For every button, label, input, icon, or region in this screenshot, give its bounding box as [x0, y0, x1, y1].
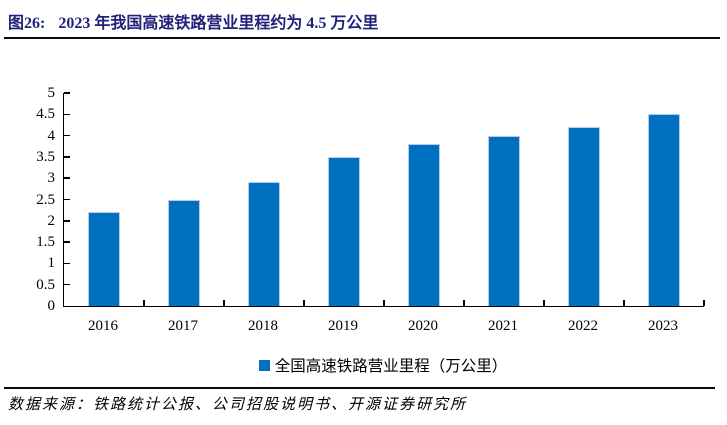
y-axis-label: 3.5: [36, 148, 55, 165]
y-tick: [64, 156, 70, 158]
y-tick: [64, 283, 70, 286]
y-axis-label: 1: [47, 255, 56, 272]
title-divider: [4, 37, 720, 39]
x-axis-label-2022: 2022: [568, 318, 598, 334]
bar-2021: [488, 135, 520, 306]
y-axis-label: 0: [47, 298, 56, 314]
bar-2023: [648, 114, 680, 306]
y-tick: [64, 262, 70, 265]
y-tick: [64, 198, 70, 201]
bar-2018: [248, 182, 280, 306]
x-axis-label-2020: 2020: [408, 318, 438, 334]
x-tick: [143, 300, 145, 306]
y-axis-label: 5: [47, 85, 56, 101]
bar-2016: [88, 212, 120, 306]
x-tick: [703, 300, 705, 306]
y-tick: [64, 177, 70, 179]
data-source-note: 数据来源：铁路统计公报、公司招股说明书、开源证券研究所: [8, 397, 468, 413]
source-divider: [4, 387, 715, 389]
x-tick: [623, 300, 625, 306]
x-tick: [383, 300, 385, 306]
y-axis-label: 2.5: [36, 191, 55, 208]
y-tick: [64, 220, 70, 222]
y-tick: [64, 113, 70, 116]
x-tick: [303, 300, 305, 306]
y-axis-label: 4: [47, 127, 56, 144]
x-axis-label-2019: 2019: [328, 318, 358, 334]
y-tick: [64, 92, 70, 94]
y-tick: [64, 134, 70, 137]
x-axis-label-2016: 2016: [88, 318, 118, 334]
bar-2022: [568, 127, 600, 306]
legend-swatch: [258, 359, 270, 371]
bar-2020: [408, 144, 440, 306]
figure-title: 2023 年我国高速铁路营业里程约为 4.5 万公里: [58, 15, 379, 32]
figure-number-label: 图26:: [8, 15, 46, 32]
legend-label: 全国高速铁路营业里程（万公里）: [274, 358, 508, 375]
x-tick: [543, 300, 545, 306]
x-axis-label-2021: 2021: [488, 318, 518, 334]
x-axis-label-2023: 2023: [648, 318, 678, 334]
plot-area: [63, 92, 705, 307]
bar-chart: 0 0.5 1 1.5 2 2.5 3 3.5 4 4.5 5 2016 2017 2018 2019 202…: [36, 85, 705, 334]
y-axis-label: 1.5: [36, 234, 55, 251]
figure-header: 图26: 2023 年我国高速铁路营业里程约为 4.5 万公里: [8, 9, 378, 33]
y-axis-label: 2: [47, 212, 56, 229]
y-axis-label: 4.5: [36, 106, 55, 123]
x-axis-label-2018: 2018: [248, 318, 278, 334]
x-tick: [463, 300, 465, 306]
chart-legend: 全国高速铁路营业里程（万公里）: [63, 354, 703, 376]
y-axis-label: 3: [47, 170, 56, 187]
bar-2019: [328, 156, 360, 306]
y-tick: [64, 241, 70, 243]
y-axis-label: 0.5: [36, 276, 55, 293]
x-axis-label-2017: 2017: [168, 318, 198, 334]
bar-2017: [168, 199, 200, 306]
x-tick: [223, 300, 225, 306]
